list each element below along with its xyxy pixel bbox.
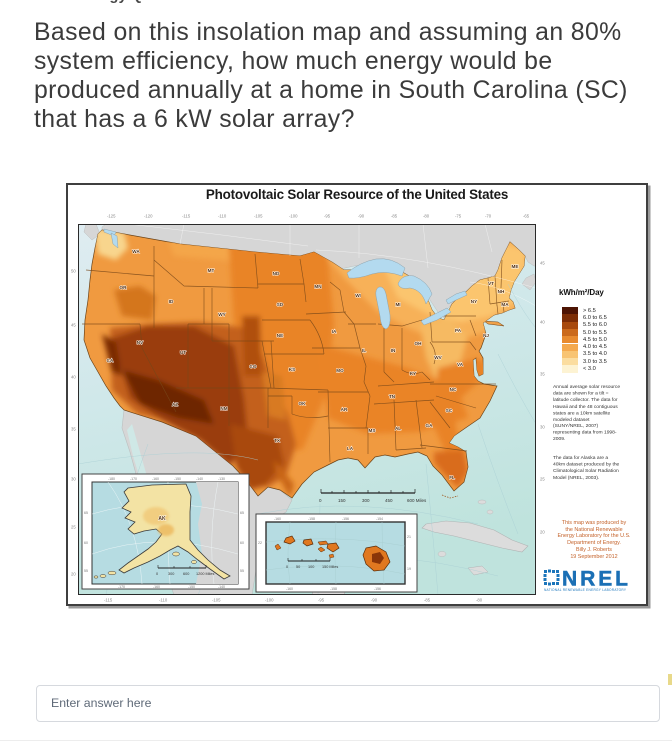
svg-text:-156: -156: [342, 517, 349, 521]
svg-text:-170: -170: [130, 477, 137, 481]
svg-text:NATIONAL RENEWABLE ENERGY LABO: NATIONAL RENEWABLE ENERGY LABORATORY: [544, 588, 627, 592]
svg-text:NY: NY: [471, 299, 477, 304]
svg-text:IL: IL: [362, 348, 366, 353]
svg-text:WI: WI: [355, 293, 361, 298]
svg-text:-170: -170: [118, 585, 125, 589]
svg-text:300: 300: [362, 498, 370, 503]
svg-text:60: 60: [240, 541, 244, 545]
svg-text:KS: KS: [289, 367, 295, 372]
svg-text:-158: -158: [330, 587, 337, 591]
svg-text:MA: MA: [501, 302, 509, 307]
svg-text:NH: NH: [498, 289, 505, 294]
svg-text:55: 55: [84, 569, 88, 573]
svg-text:60: 60: [84, 541, 88, 545]
svg-text:SD: SD: [277, 302, 284, 307]
svg-text:100: 100: [308, 565, 314, 569]
svg-text:AR: AR: [341, 407, 348, 412]
svg-text:ME: ME: [512, 264, 519, 269]
svg-text:AZ: AZ: [172, 402, 178, 407]
svg-text:55: 55: [240, 569, 244, 573]
svg-text:VT: VT: [488, 281, 494, 286]
svg-text:1200 Miles: 1200 Miles: [196, 572, 214, 576]
svg-text:65: 65: [240, 511, 244, 515]
svg-text:MI: MI: [395, 302, 400, 307]
svg-text:NV: NV: [137, 340, 144, 345]
svg-text:-160: -160: [153, 585, 160, 589]
svg-text:OK: OK: [299, 401, 307, 406]
svg-text:ND: ND: [273, 271, 280, 276]
svg-text:WY: WY: [218, 312, 225, 317]
svg-text:-158: -158: [308, 517, 315, 521]
svg-text:NM: NM: [220, 406, 227, 411]
svg-text:-150: -150: [188, 585, 195, 589]
svg-text:AL: AL: [395, 426, 401, 431]
svg-text:600: 600: [183, 572, 189, 576]
svg-text:MN: MN: [314, 284, 322, 289]
svg-text:TN: TN: [389, 394, 396, 399]
svg-text:SC: SC: [446, 408, 453, 413]
svg-text:-160: -160: [286, 587, 293, 591]
svg-text:0: 0: [286, 565, 288, 569]
svg-text:600 Miles: 600 Miles: [407, 498, 427, 503]
svg-text:IA: IA: [332, 329, 337, 334]
svg-text:22: 22: [258, 541, 262, 545]
svg-text:-156: -156: [374, 587, 381, 591]
svg-text:0: 0: [156, 572, 158, 576]
svg-text:WA: WA: [132, 249, 140, 254]
svg-text:450: 450: [385, 498, 393, 503]
svg-text:MT: MT: [208, 268, 215, 273]
svg-text:-160: -160: [274, 517, 281, 521]
svg-text:NE: NE: [277, 333, 283, 338]
svg-text:PA: PA: [455, 328, 462, 333]
svg-text:TX: TX: [274, 438, 281, 443]
svg-text:-140: -140: [218, 585, 225, 589]
svg-text:OR: OR: [120, 285, 128, 290]
svg-text:KY: KY: [410, 371, 416, 376]
svg-text:WV: WV: [434, 355, 442, 360]
svg-text:CO: CO: [250, 364, 257, 369]
svg-text:65: 65: [84, 511, 88, 515]
svg-text:MS: MS: [369, 428, 376, 433]
svg-text:NC: NC: [450, 387, 457, 392]
svg-text:-150: -150: [174, 477, 181, 481]
svg-text:19: 19: [407, 567, 411, 571]
svg-text:50: 50: [296, 565, 300, 569]
svg-text:AK: AK: [158, 516, 166, 522]
svg-text:21: 21: [407, 535, 411, 539]
svg-text:-130: -130: [218, 477, 225, 481]
svg-text:LA: LA: [347, 446, 354, 451]
svg-text:VA: VA: [457, 362, 464, 367]
svg-text:-154: -154: [376, 517, 383, 521]
svg-text:MO: MO: [336, 368, 344, 373]
svg-text:0: 0: [319, 498, 322, 503]
svg-text:150: 150: [338, 498, 346, 503]
svg-text:-160: -160: [152, 477, 159, 481]
svg-text:300: 300: [168, 572, 174, 576]
svg-text:150 Miles: 150 Miles: [322, 565, 338, 569]
svg-text:NJ: NJ: [483, 333, 489, 338]
svg-text:UT: UT: [180, 350, 186, 355]
svg-text:-140: -140: [196, 477, 203, 481]
svg-text:CA: CA: [107, 358, 114, 363]
svg-text:IN: IN: [391, 348, 396, 353]
svg-text:FL: FL: [449, 475, 455, 480]
svg-text:-180: -180: [108, 477, 115, 481]
svg-text:GA: GA: [426, 423, 434, 428]
svg-text:OH: OH: [415, 341, 423, 346]
svg-text:ID: ID: [169, 299, 174, 304]
